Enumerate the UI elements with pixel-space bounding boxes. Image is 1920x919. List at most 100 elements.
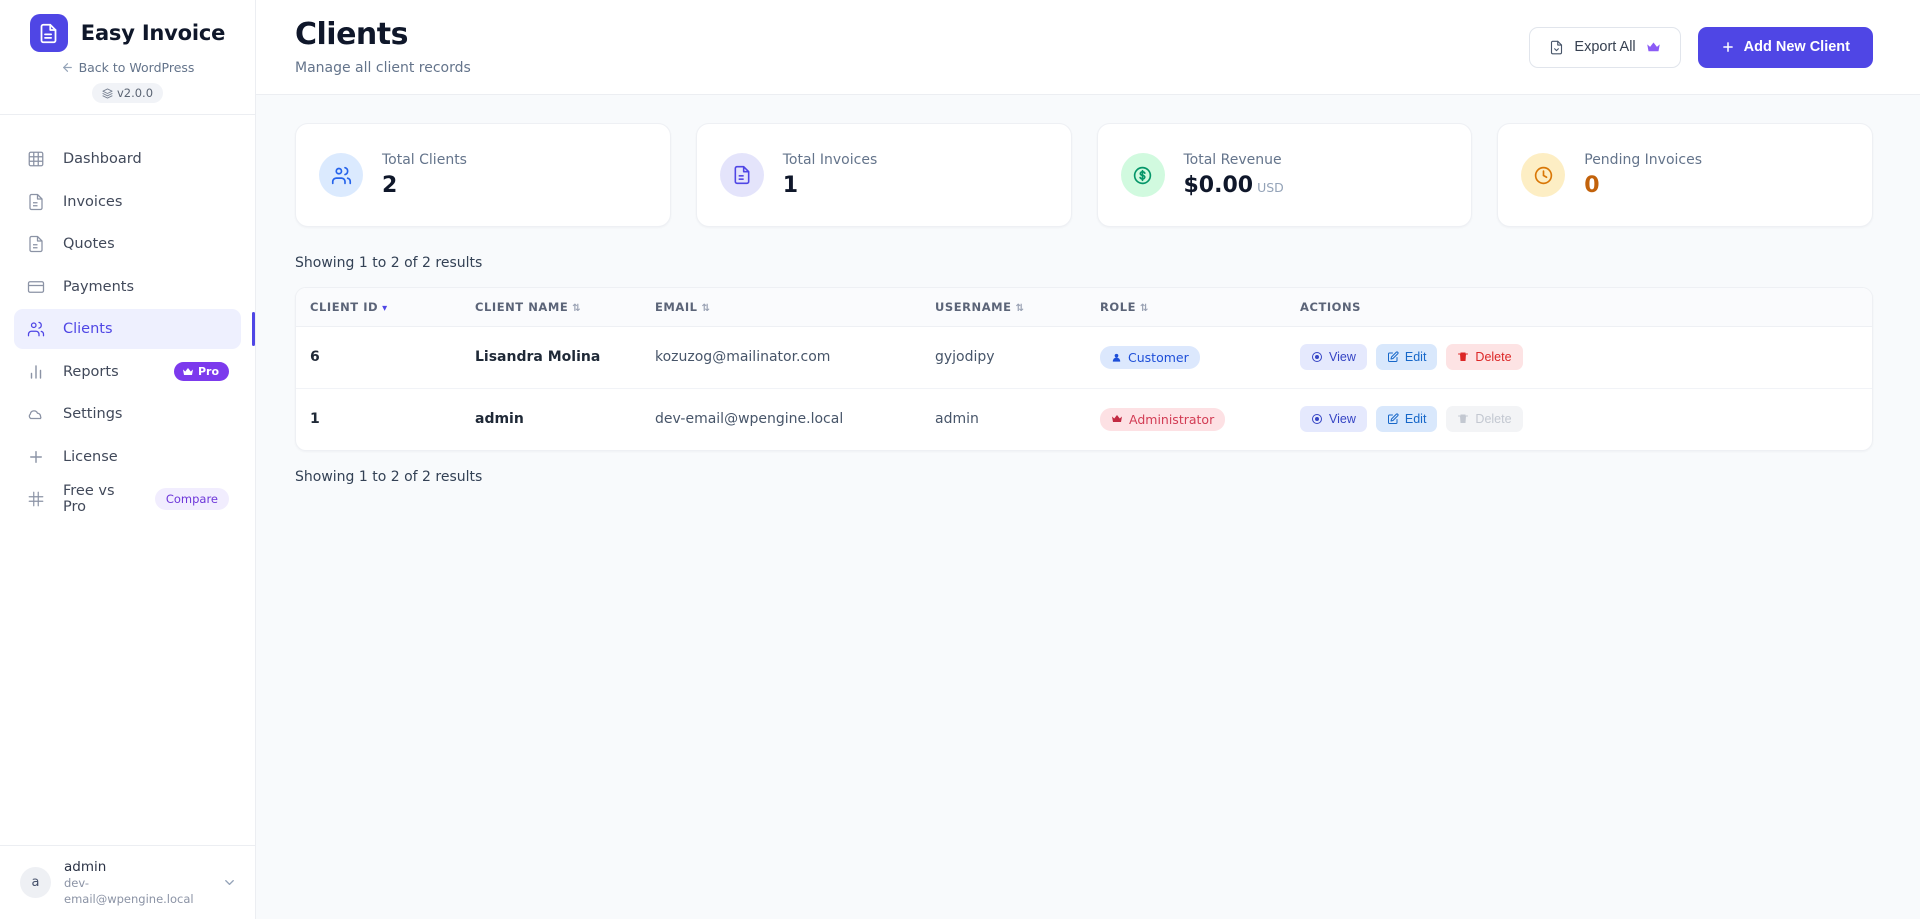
trash-icon [1457,351,1469,363]
edit-button[interactable]: Edit [1375,344,1438,370]
view-label: View [1329,412,1356,427]
view-label: View [1329,350,1356,364]
sidebar-item-clients[interactable]: Clients [14,309,255,349]
table-head: Client ID ▾ Client Name ⇅ Email ⇅ Username ⇅… [296,288,1872,327]
table-header-row: Client ID ▾ Client Name ⇅ Email ⇅ Username ⇅… [296,288,1872,327]
column-header-email[interactable]: Email ⇅ [641,288,921,327]
user-icon [1111,352,1122,363]
role-label: Customer [1128,349,1189,365]
sort-icon: ⇅ [701,302,710,314]
stat-label: Total Clients [382,152,467,168]
chevron-down-icon[interactable] [222,875,237,890]
layers-icon [102,87,113,99]
delete-button-disabled: Delete [1446,406,1523,433]
users-icon [319,153,363,197]
back-to-wordpress-link[interactable]: Back to WordPress [0,60,255,75]
cell-username: gyjodipy [921,326,1086,389]
sidebar-item-reports[interactable]: Reports Pro [14,352,241,392]
stat-text: Total Revenue $0.00 USD [1184,152,1284,198]
clients-table-element: Client ID ▾ Client Name ⇅ Email ⇅ Username ⇅… [296,288,1872,450]
cell-actions: View Edit Delete [1286,326,1872,389]
stat-cards: Total Clients 2 Total Invoices 1 [295,123,1873,227]
table-row[interactable]: 6 Lisandra Molina kozuzog@mailinator.com… [296,326,1872,389]
view-button[interactable]: View [1300,344,1367,370]
add-new-client-label: Add New Client [1743,39,1850,55]
document-icon [719,153,764,197]
delete-label: Delete [1475,350,1512,364]
arrow-left-icon [61,61,74,74]
add-new-client-button[interactable]: Add New Client [1697,26,1873,68]
edit-button[interactable]: Edit [1375,406,1438,433]
sidebar-item-dashboard[interactable]: Dashboard [14,139,241,179]
sidebar-item-label: Clients [63,321,113,337]
brand-header: Easy Invoice Back to WordPress v2.0.0 [0,0,255,125]
table-row[interactable]: 1 admin dev-email@wpengine.local admin A… [296,388,1872,450]
cell-email: dev-email@wpengine.local [655,411,844,428]
sidebar-item-quotes[interactable]: Quotes [14,224,241,264]
clock-icon [1521,153,1566,197]
cloud-icon [26,404,46,424]
sidebar-item-settings[interactable]: Settings [14,394,241,434]
sidebar-item-label: Invoices [63,193,123,210]
cell-client-id: 6 [296,326,461,389]
plus-icon [26,447,46,467]
sidebar-item-license[interactable]: License [14,437,241,477]
cell-role: Administrator [1086,388,1286,450]
user-profile[interactable]: a admin dev-email@wpengine.local [0,845,255,919]
export-all-button[interactable]: Export All [1529,26,1681,68]
compare-badge[interactable]: Compare [154,488,229,510]
stat-text: Pending Invoices 0 [1584,152,1702,198]
stat-unit: USD [1257,180,1284,195]
eye-icon [1311,413,1323,425]
column-header-username[interactable]: Username ⇅ [921,288,1086,327]
cell-client-name: admin [475,411,524,428]
users-icon [26,319,46,339]
row-actions: View Edit Delete [1300,344,1872,370]
view-button[interactable]: View [1300,406,1367,433]
clients-table: Client ID ▾ Client Name ⇅ Email ⇅ Username ⇅… [295,287,1873,451]
pro-badge: Pro [173,362,229,381]
avatar: a [20,867,51,898]
status-badge: Administrator [1100,407,1226,431]
profile-name: admin [64,858,107,875]
stat-card-total-clients: Total Clients 2 [295,123,671,227]
document-icon [26,234,46,254]
column-label: Email [655,299,698,314]
trash-icon [1457,413,1469,425]
plus-icon [1721,40,1735,54]
document-icon [29,14,68,52]
column-header-client-name[interactable]: Client Name ⇅ [461,288,641,327]
page-title: Clients [295,17,408,53]
page-subtitle: Manage all client records [295,59,471,76]
stat-label: Total Invoices [782,152,878,168]
column-header-client-id[interactable]: Client ID ▾ [296,288,461,327]
sidebar-item-label: License [63,448,118,465]
cell-username: admin [935,411,979,428]
row-actions: View Edit Delete [1300,406,1872,433]
sidebar-item-payments[interactable]: Payments [14,267,241,307]
sidebar-item-invoices[interactable]: Invoices [14,182,241,222]
eye-icon [1311,351,1323,363]
version-label: v2.0.0 [116,86,154,100]
export-file-icon [1549,40,1564,55]
delete-button[interactable]: Delete [1446,344,1523,370]
pro-badge-label: Pro [197,365,219,378]
sort-icon: ⇅ [1015,302,1024,314]
column-label: Username [935,299,1012,314]
brand-divider [0,114,255,115]
sidebar-item-label: Quotes [63,236,115,252]
sort-icon: ⇅ [572,302,581,314]
sidebar-item-free-vs-pro[interactable]: Free vs Pro Compare [14,479,241,519]
cell-client-name: Lisandra Molina [461,326,641,389]
sidebar: Easy Invoice Back to WordPress v2.0.0 [0,0,256,919]
stat-text: Total Invoices 1 [783,152,878,198]
column-header-actions: Actions [1286,288,1872,327]
export-all-label: Export All [1574,39,1636,55]
stat-label: Total Revenue [1183,152,1282,168]
sidebar-item-label: Reports [63,363,119,380]
edit-label: Edit [1404,412,1427,427]
role-label: Administrator [1129,411,1215,427]
sidebar-item-label: Settings [63,406,123,422]
sort-icon: ⇅ [1140,302,1149,314]
column-header-role[interactable]: Role ⇅ [1086,288,1286,327]
